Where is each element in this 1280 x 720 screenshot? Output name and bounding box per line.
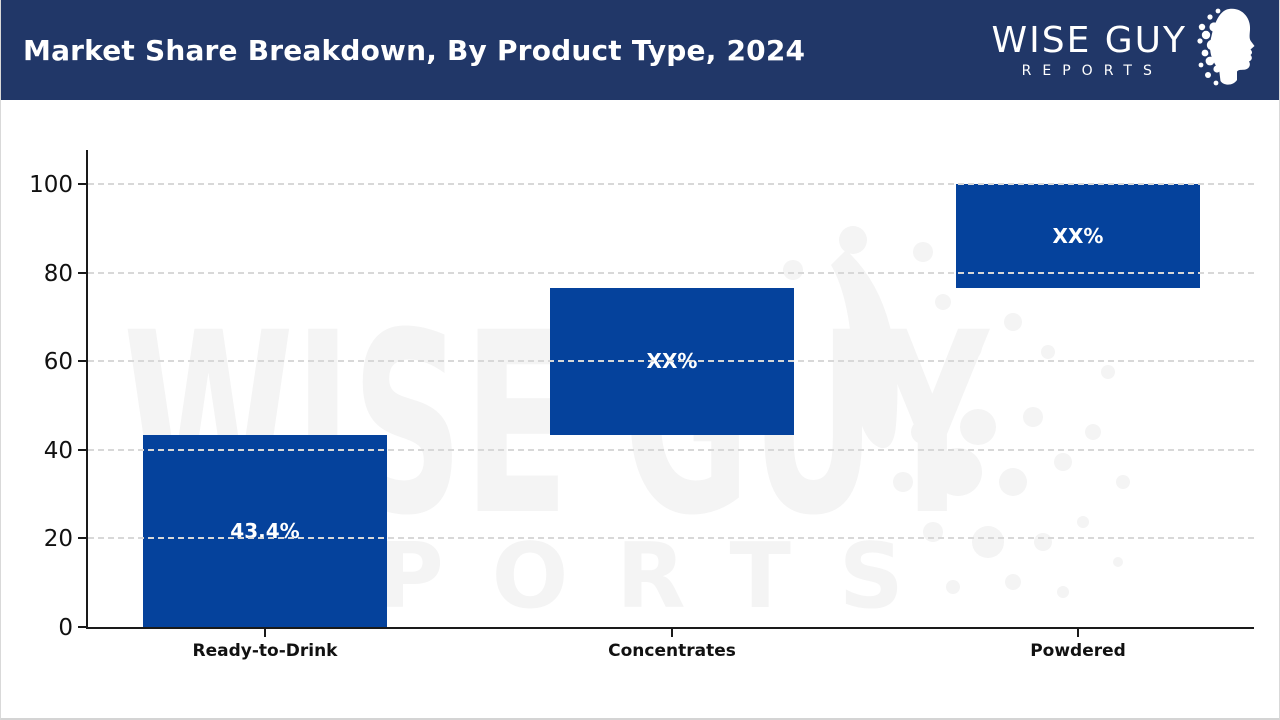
x-tick-ready-to-drink [264,629,266,637]
header-band: Market Share Breakdown, By Product Type,… [1,0,1279,100]
y-tick-label-40: 40 [43,437,73,464]
page-title: Market Share Breakdown, By Product Type,… [23,33,806,67]
y-axis-line [86,150,88,629]
bar-value-label-powdered: XX% [1052,223,1104,248]
y-tick-40 [78,448,86,451]
head-profile-logo-icon [1189,5,1267,95]
x-category-label-concentrates: Concentrates [608,641,736,661]
y-tick-0 [78,626,86,628]
x-tick-powdered [1077,629,1079,637]
y-tick-100 [78,183,86,185]
y-tick-label-60: 60 [43,349,73,376]
x-axis-line [86,627,1254,629]
gridline-20 [88,537,1254,540]
y-tick-label-100: 100 [29,172,73,198]
y-tick-20 [78,537,86,540]
brand-name: WISE GUY [991,19,1187,61]
x-category-label-powdered: Powdered [1030,641,1126,661]
y-tick-label-0: 0 [58,615,73,641]
chart-canvas: WISE GUY REPORTS 43.4% XX% XX% 0 [1,100,1279,718]
bar-powdered [956,184,1200,288]
x-category-label-ready-to-drink: Ready-to-Drink [192,641,338,661]
gridline-80 [88,271,1254,274]
bar-ready-to-drink [143,434,387,627]
x-tick-concentrates [671,629,673,637]
y-tick-label-20: 20 [43,526,73,553]
gridline-100 [88,183,1254,185]
y-tick-60 [78,360,86,363]
brand-logo: WISE GUY REPORTS [992,5,1268,95]
y-tick-label-80: 80 [43,260,73,287]
brand-subname: REPORTS [1021,62,1163,79]
gridline-40 [88,448,1254,451]
gridline-60 [88,360,1254,363]
brand-logo-text: WISE GUY REPORTS [991,19,1188,79]
y-tick-80 [78,271,86,274]
